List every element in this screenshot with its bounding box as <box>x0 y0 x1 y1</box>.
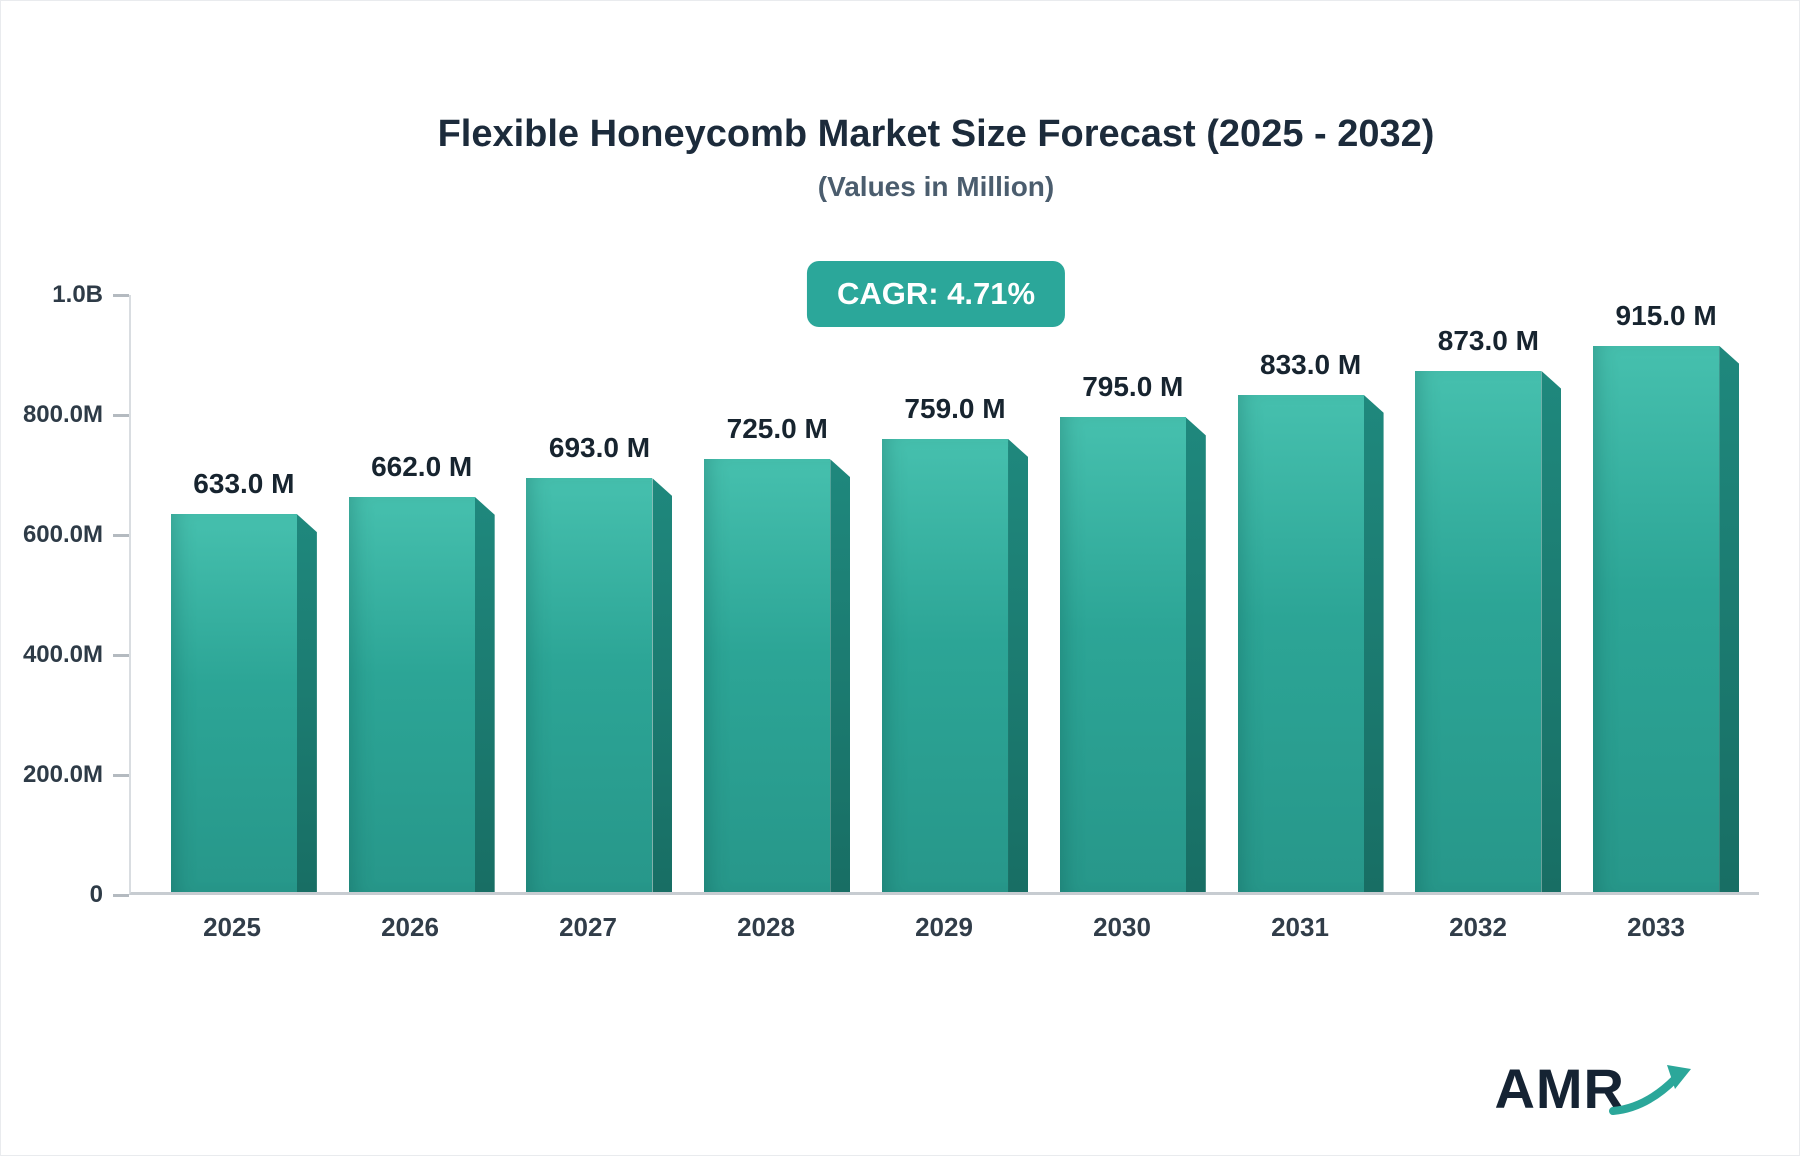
y-tick-mark <box>113 653 129 657</box>
bar-2030: 795.0 M <box>1059 371 1186 892</box>
chart-title: Flexible Honeycomb Market Size Forecast … <box>437 113 1435 155</box>
bar-slot: 693.0 M <box>501 295 679 892</box>
y-tick: 600.0M <box>23 521 129 549</box>
x-tick-label: 2033 <box>1627 912 1685 942</box>
bar-2031: 833.0 M <box>1237 349 1364 892</box>
bar-2032: 873.0 M <box>1415 325 1542 892</box>
x-tick-label: 2027 <box>559 912 617 942</box>
bar-2033: 915.0 M <box>1593 300 1720 892</box>
logo-text: AMR <box>1494 1057 1625 1120</box>
x-tick-label: 2030 <box>1093 912 1151 942</box>
bar-value-label: 759.0 M <box>904 392 1006 424</box>
bar-value-label: 693.0 M <box>548 432 651 464</box>
plot-area: 633.0 M 662.0 M 693.0 M 725.0 M 759.0 M 795.0… <box>129 295 1759 895</box>
x-tick-label: 2026 <box>381 912 439 942</box>
bar-slot: 873.0 M <box>1389 295 1567 892</box>
bar-value-label: 662.0 M <box>371 450 473 482</box>
x-tick-label: 2029 <box>915 912 973 942</box>
bar-slot: 662.0 M <box>323 295 501 892</box>
bar-2025: 633.0 M <box>170 468 297 892</box>
y-tick-label: 200.0M <box>22 761 103 788</box>
bar-2026: 662.0 M <box>348 451 475 892</box>
amr-logo: AMR <box>1494 1056 1711 1121</box>
bar-2028: 725.0 M <box>704 413 831 892</box>
bar-value-label: 873.0 M <box>1437 324 1539 356</box>
chart-subtitle: (Values in Million) <box>817 171 1055 202</box>
logo-arrow-icon <box>1609 1064 1691 1115</box>
cagr-badge: CAGR: 4.71% <box>806 261 1066 327</box>
bar-2029: 759.0 M <box>882 393 1009 892</box>
y-tick: 0 <box>90 881 129 909</box>
y-tick-mark <box>113 533 129 537</box>
bar-value-label: 915.0 M <box>1615 299 1717 331</box>
bar-value-label: 795.0 M <box>1082 371 1184 403</box>
bar-slot: 833.0 M <box>1212 295 1390 892</box>
y-axis: 1.0B 800.0M 600.0M 400.0M 200.0M 0 <box>23 281 129 908</box>
y-tick-label: 600.0M <box>22 521 103 548</box>
y-tick-label: 0 <box>89 881 103 908</box>
y-tick: 400.0M <box>23 641 129 669</box>
bar-slot: 795.0 M <box>1034 295 1212 892</box>
y-tick-mark <box>113 413 129 417</box>
bar-slot: 633.0 M <box>145 295 323 892</box>
bars: 633.0 M 662.0 M 693.0 M 725.0 M 759.0 M 795.0… <box>131 295 1759 892</box>
x-tick-label: 2028 <box>737 912 795 942</box>
x-tick-label: 2031 <box>1271 912 1329 942</box>
y-tick: 200.0M <box>23 761 129 789</box>
y-tick: 800.0M <box>23 401 129 429</box>
x-tick-label: 2032 <box>1449 912 1507 942</box>
x-tick-label: 2025 <box>203 912 261 942</box>
bar-chart: 1.0B 800.0M 600.0M 400.0M 200.0M 0 633.0 M 662… <box>23 281 1759 995</box>
y-tick-mark <box>113 293 129 297</box>
bar-value-label: 833.0 M <box>1259 348 1362 380</box>
bar-slot: 759.0 M <box>856 295 1034 892</box>
y-tick-mark <box>113 893 129 897</box>
bar-value-label: 633.0 M <box>193 468 295 500</box>
y-tick: 1.0B <box>52 281 129 309</box>
bar-2027: 693.0 M <box>526 432 653 892</box>
y-tick-label: 1.0B <box>52 281 103 308</box>
x-axis: 2025 2026 2027 2028 2029 2030 2031 2032 2033 <box>129 912 1759 943</box>
y-tick-label: 400.0M <box>22 641 103 668</box>
y-tick-mark <box>113 773 129 777</box>
bar-slot: 915.0 M <box>1567 295 1745 892</box>
bar-value-label: 725.0 M <box>726 413 828 445</box>
y-tick-label: 800.0M <box>22 401 103 428</box>
bar-slot: 725.0 M <box>678 295 856 892</box>
